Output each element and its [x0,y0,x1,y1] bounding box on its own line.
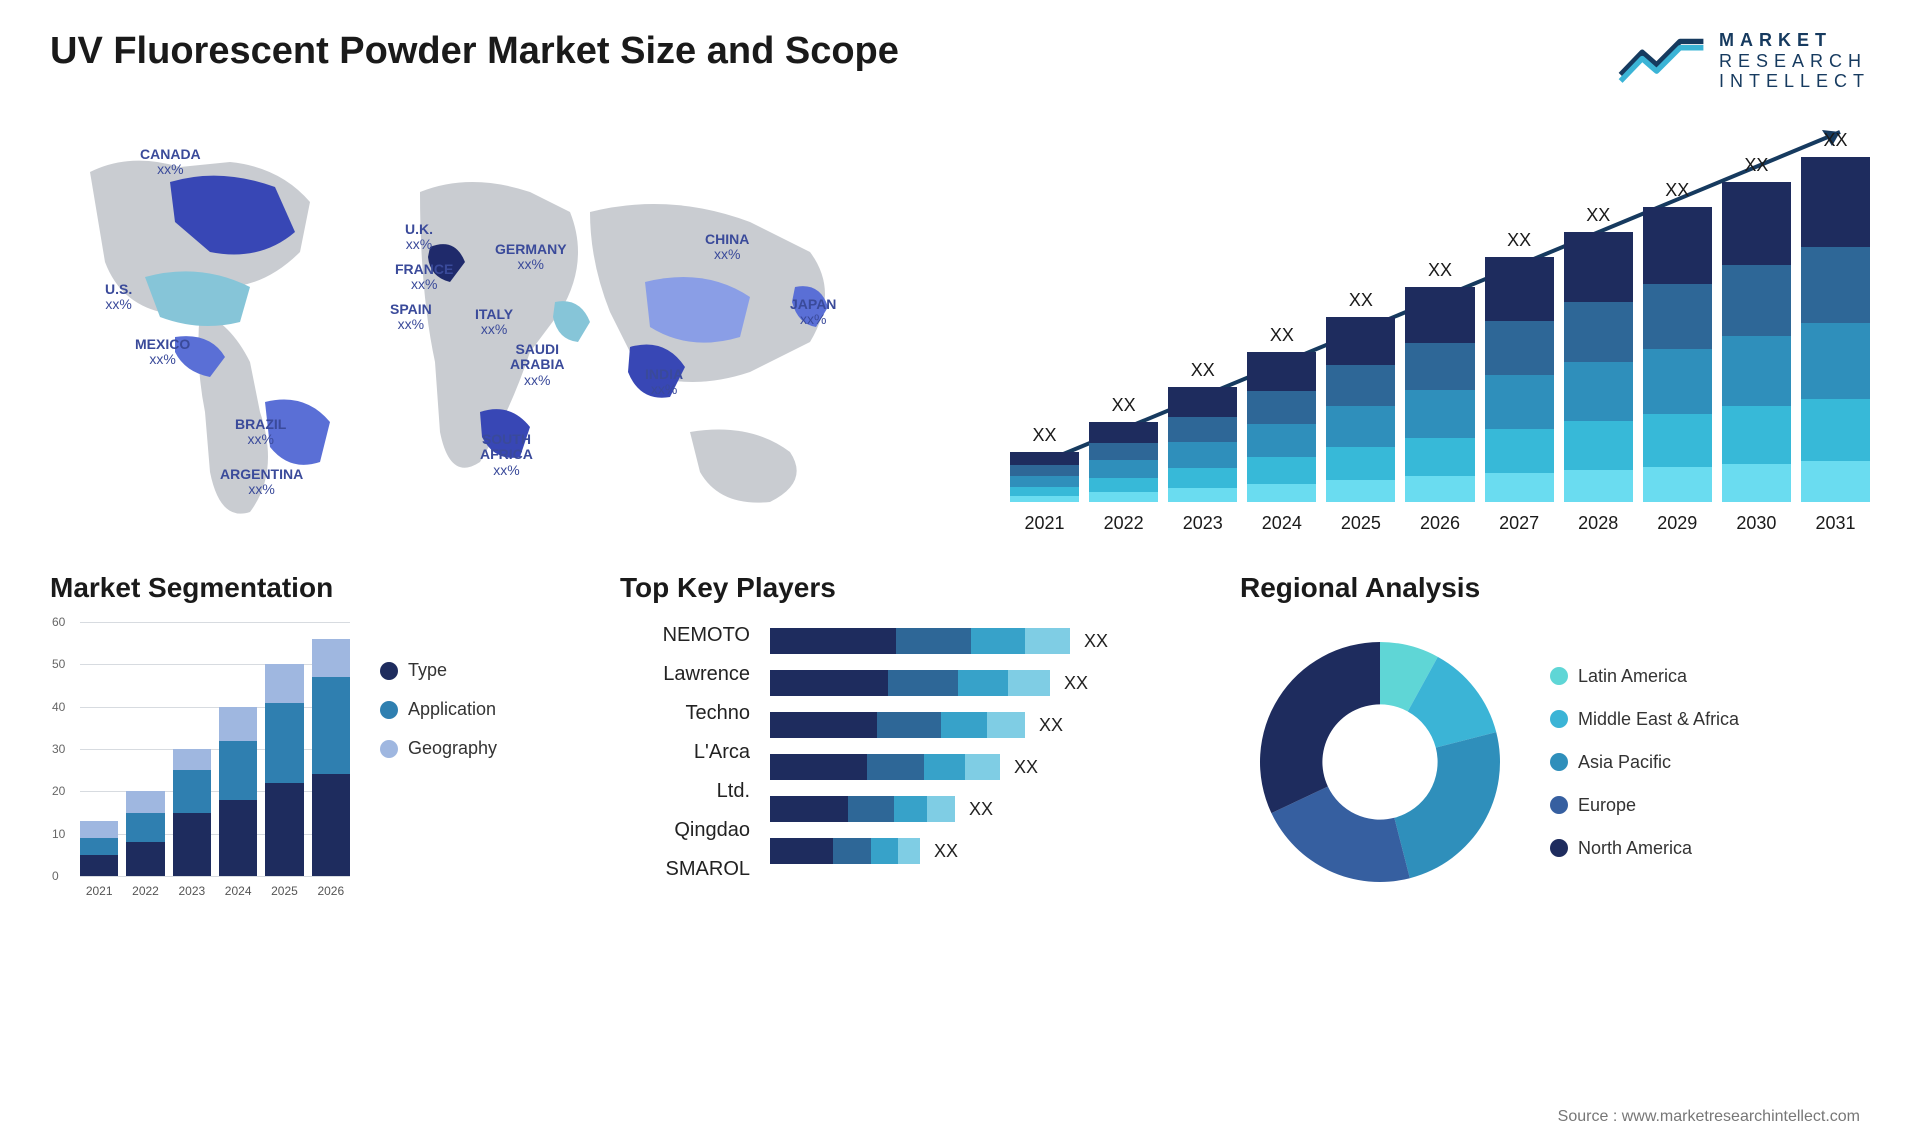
legend-item: North America [1550,838,1739,859]
logo-text-2: RESEARCH [1719,51,1870,72]
x-tick: 2029 [1643,513,1712,534]
x-tick: 2025 [265,884,303,898]
country-label: GERMANYxx% [495,242,567,273]
main-chart-bar: XX [1010,425,1079,502]
world-map: CANADAxx% U.S.xx%MEXICOxx% BRAZILxx% ARGENT… [50,112,950,542]
donut-slice [1260,642,1380,813]
segmentation-chart: 0102030405060 202120222023202420252026 [50,622,350,902]
country-label: SPAINxx% [390,302,432,333]
main-chart-bar: XX [1801,130,1870,502]
player-bar: XX [770,838,1190,864]
x-tick: 2023 [1168,513,1237,534]
main-chart-bar: XX [1405,260,1474,502]
country-label: CHINAxx% [705,232,749,263]
seg-chart-bar [312,639,350,876]
x-tick: 2031 [1801,513,1870,534]
segmentation-title: Market Segmentation [50,572,590,604]
main-chart-bar: XX [1722,155,1791,502]
brand-logo: MARKET RESEARCH INTELLECT [1617,30,1870,92]
player-name: SMAROL [620,858,750,881]
player-bar: XX [770,796,1190,822]
x-tick: 2022 [1089,513,1158,534]
player-name: Lawrence [620,663,750,686]
logo-text-1: MARKET [1719,30,1870,51]
legend-item: Type [380,660,497,681]
country-label: U.K.xx% [405,222,433,253]
main-chart-bar: XX [1089,395,1158,502]
country-label: SAUDIARABIAxx% [510,342,564,388]
player-name: NEMOTO [620,624,750,647]
country-label: U.S.xx% [105,282,132,313]
main-chart-bar: XX [1168,360,1237,502]
x-tick: 2026 [312,884,350,898]
country-label: ITALYxx% [475,307,513,338]
page-title: UV Fluorescent Powder Market Size and Sc… [50,30,899,73]
seg-chart-bar [219,707,257,876]
player-name: Techno [620,702,750,725]
player-bar: XX [770,754,1190,780]
legend-item: Geography [380,738,497,759]
donut-slice [1394,732,1500,878]
x-tick: 2021 [1010,513,1079,534]
player-name: Qingdao [620,819,750,842]
country-label: ARGENTINAxx% [220,467,303,498]
legend-item: Middle East & Africa [1550,709,1739,730]
seg-chart-bar [173,749,211,876]
legend-item: Latin America [1550,666,1739,687]
x-tick: 2028 [1564,513,1633,534]
country-label: FRANCExx% [395,262,453,293]
x-tick: 2025 [1326,513,1395,534]
x-tick: 2026 [1405,513,1474,534]
legend-item: Europe [1550,795,1739,816]
logo-icon [1617,34,1707,89]
country-label: BRAZILxx% [235,417,286,448]
regional-legend: Latin America Middle East & Africa Asia Pa… [1550,666,1739,859]
x-tick: 2024 [1247,513,1316,534]
player-name: Ltd. [620,780,750,803]
country-label: INDIAxx% [645,367,683,398]
players-title: Top Key Players [620,572,1210,604]
legend-item: Application [380,699,497,720]
main-bar-chart: XXXXXXXXXXXXXXXXXXXXXX 20212022202320242… [990,112,1870,542]
x-tick: 2021 [80,884,118,898]
country-label: JAPANxx% [790,297,836,328]
x-tick: 2030 [1722,513,1791,534]
source-text: Source : www.marketresearchintellect.com [1558,1108,1860,1126]
player-bar: XX [770,628,1190,654]
logo-text-3: INTELLECT [1719,71,1870,92]
country-label: MEXICOxx% [135,337,190,368]
player-name: L'Arca [620,741,750,764]
main-chart-bar: XX [1564,205,1633,502]
regional-donut-chart [1240,622,1520,902]
seg-chart-bar [80,821,118,876]
players-bar-chart: XX XX XX XX XX XX [770,622,1190,881]
legend-item: Asia Pacific [1550,752,1739,773]
main-chart-bar: XX [1643,180,1712,502]
main-chart-bar: XX [1485,230,1554,502]
players-list: NEMOTO Lawrence Techno L'Arca Ltd. Qingdao SMA… [620,622,750,881]
segmentation-legend: Type Application Geography [380,622,497,902]
x-tick: 2023 [173,884,211,898]
country-label: SOUTHAFRICAxx% [480,432,533,478]
country-label: CANADAxx% [140,147,201,178]
x-tick: 2022 [126,884,164,898]
x-tick: 2027 [1485,513,1554,534]
regional-title: Regional Analysis [1240,572,1860,604]
player-bar: XX [770,670,1190,696]
player-bar: XX [770,712,1190,738]
x-tick: 2024 [219,884,257,898]
seg-chart-bar [126,791,164,876]
seg-chart-bar [265,664,303,876]
main-chart-bar: XX [1326,290,1395,502]
main-chart-bar: XX [1247,325,1316,502]
